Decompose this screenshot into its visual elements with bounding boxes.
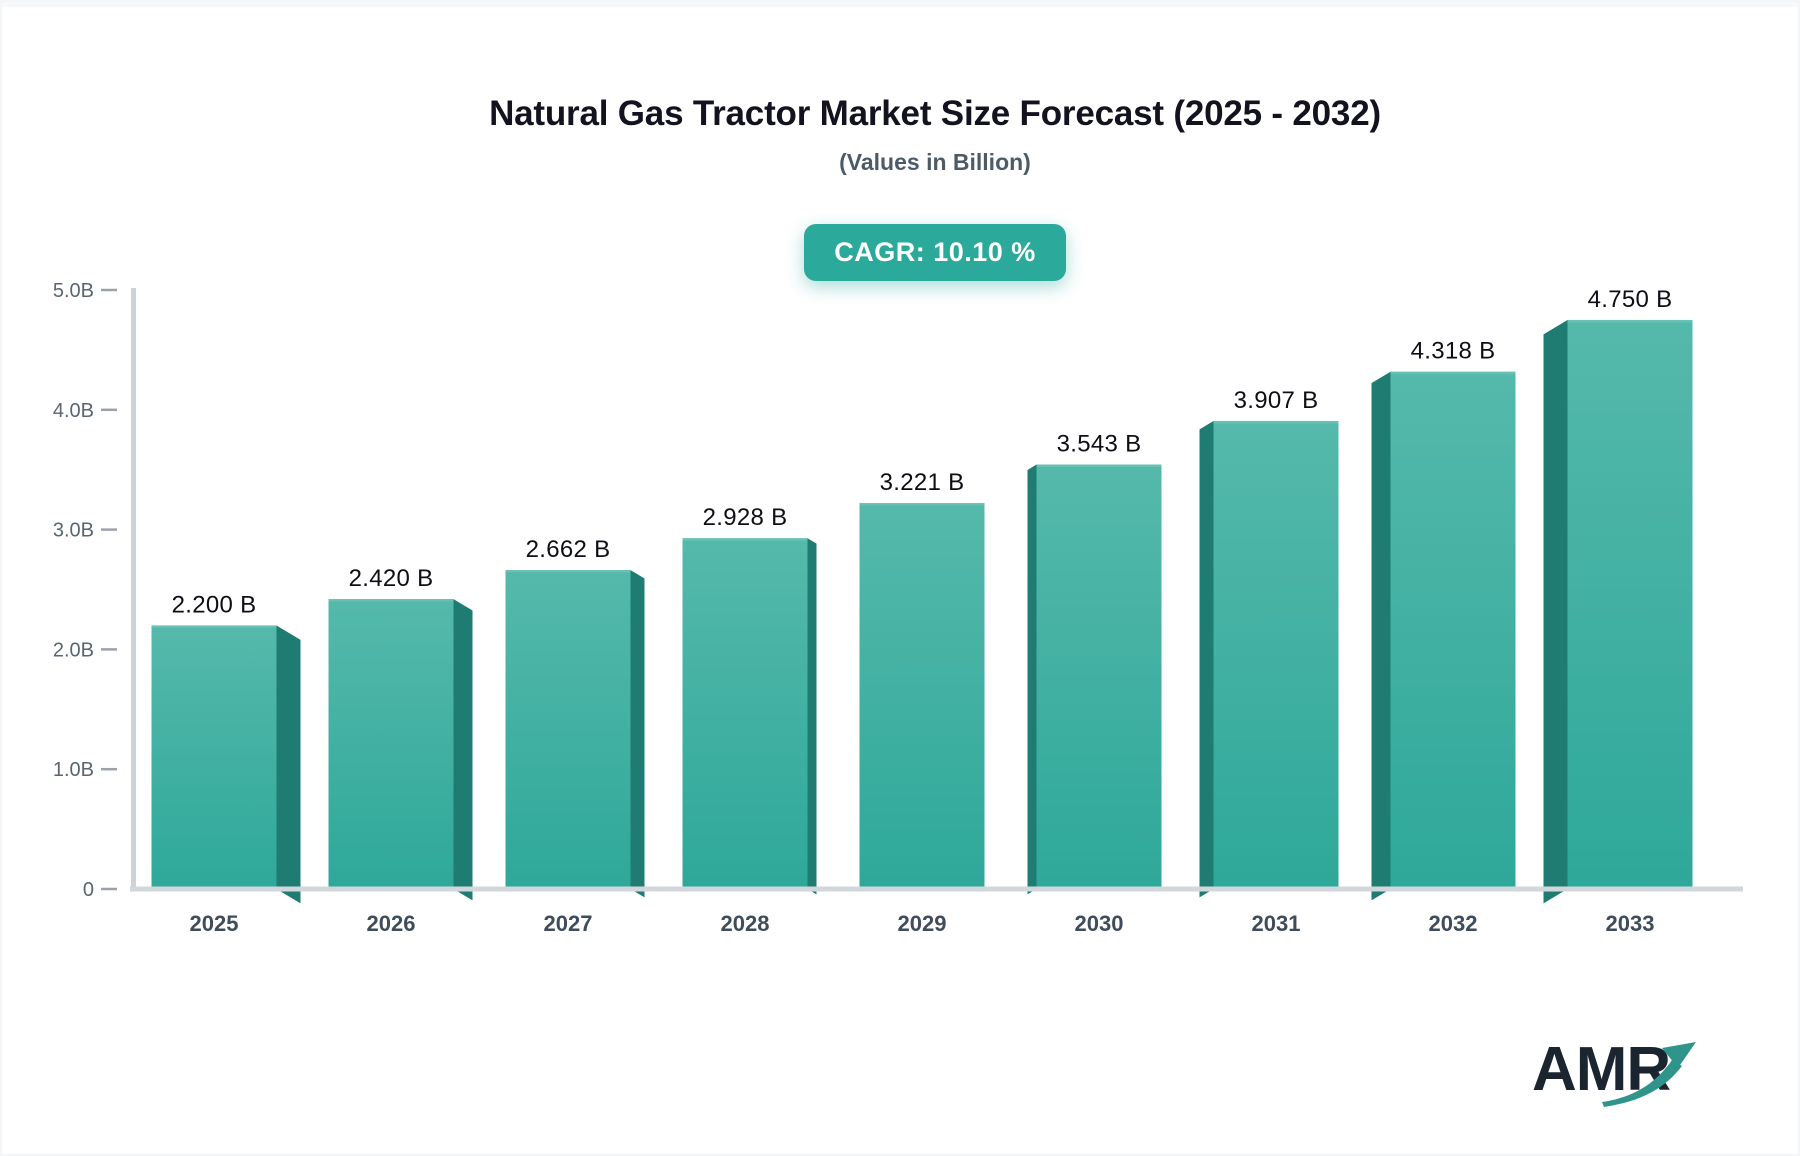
bar-side-2026 — [453, 599, 473, 901]
bar-value-label-2028: 2.928 B — [703, 504, 788, 531]
growth-arrow-icon — [1602, 1042, 1696, 1107]
x-tick-label-2025: 2025 — [190, 911, 239, 936]
chart-title: Natural Gas Tractor Market Size Forecast… — [489, 94, 1381, 133]
cagr-badge: CAGR: 10.10 % — [804, 224, 1066, 281]
bar-2031 — [1213, 420, 1339, 889]
x-tick-label-2026: 2026 — [367, 911, 416, 936]
chart-header: Natural Gas Tractor Market Size Forecast… — [70, 0, 1800, 300]
bar-side-2031 — [1199, 420, 1214, 898]
bar-2028 — [682, 538, 808, 889]
bar-side-2032 — [1371, 371, 1391, 901]
bar-value-label-2030: 3.543 B — [1057, 431, 1142, 458]
x-tick-label-2028: 2028 — [721, 911, 770, 936]
bar-2026 — [328, 599, 454, 889]
bar-2027 — [505, 570, 631, 889]
bar-side-2027 — [630, 570, 645, 898]
bars-group — [151, 319, 1693, 904]
bar-value-label-2025: 2.200 B — [172, 591, 257, 618]
bar-value-label-2032: 4.318 B — [1411, 338, 1496, 365]
x-tick-label-2027: 2027 — [544, 911, 593, 936]
y-tick-label: 3.0B — [53, 520, 94, 542]
bar-value-label-2033: 4.750 B — [1588, 286, 1673, 313]
bar-value-label-2029: 3.221 B — [880, 469, 965, 496]
bar-side-2033 — [1543, 319, 1568, 904]
bar-value-label-2027: 2.662 B — [526, 536, 611, 563]
cagr-badge-row: CAGR: 10.10 % — [70, 224, 1800, 281]
bar-2030 — [1036, 464, 1162, 889]
bar-value-label-2026: 2.420 B — [349, 565, 434, 592]
x-tick-label-2030: 2030 — [1075, 911, 1124, 936]
bar-2029 — [859, 503, 985, 889]
y-tick-label: 2.0B — [53, 639, 94, 661]
bar-side-2028 — [807, 538, 817, 895]
y-tick-label: 4.0B — [53, 400, 94, 422]
chart-subtitle: (Values in Billion) — [839, 149, 1031, 175]
y-tick-label: 0 — [83, 879, 94, 901]
x-tick-label-2029: 2029 — [898, 911, 947, 936]
bar-2033 — [1567, 319, 1693, 889]
y-tick-label: 1.0B — [53, 759, 94, 781]
bar-value-label-2031: 3.907 B — [1234, 387, 1319, 414]
x-tick-label-2033: 2033 — [1606, 911, 1655, 936]
x-tick-label-2031: 2031 — [1252, 911, 1301, 936]
amr-logo: AMR — [1526, 1032, 1736, 1122]
x-tick-label-2032: 2032 — [1429, 911, 1478, 936]
bar-side-2030 — [1027, 464, 1037, 895]
bar-2025 — [151, 625, 277, 889]
bar-side-2025 — [276, 625, 301, 904]
y-tick-label: 5.0B — [53, 280, 94, 302]
bar-2032 — [1390, 371, 1516, 889]
